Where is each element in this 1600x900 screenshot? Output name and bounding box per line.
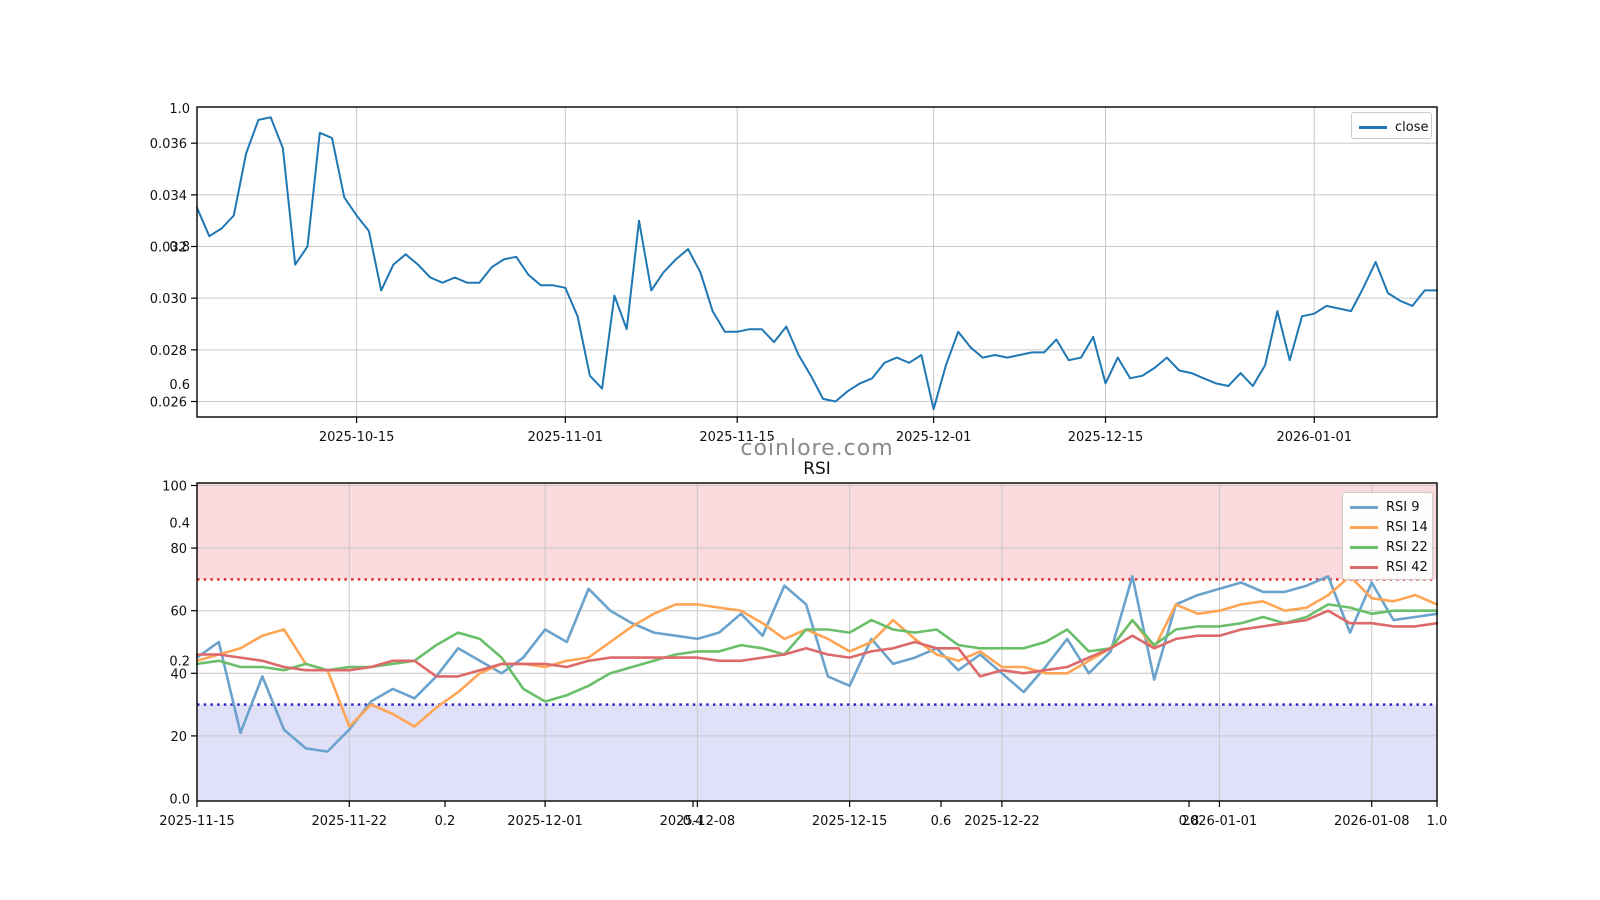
- rsi-legend: RSI 9 RSI 14 RSI 22 RSI 42: [1342, 492, 1433, 580]
- fraction-y-label: 0.4: [169, 516, 190, 531]
- watermark: coinlore.com: [740, 436, 894, 461]
- x-tick-label: 2026-01-01: [1276, 430, 1352, 445]
- x-tick-label: 2025-11-15: [159, 814, 235, 829]
- legend-swatch: [1350, 545, 1378, 549]
- legend-label: RSI 9: [1386, 499, 1420, 515]
- y-tick-label: 0.030: [150, 292, 187, 307]
- legend-swatch: [1350, 525, 1378, 529]
- x-tick-label: 2025-11-01: [528, 430, 604, 445]
- legend-item-rsi-22: RSI 22: [1350, 537, 1428, 557]
- fraction-x-label: 0.8: [1179, 814, 1200, 829]
- x-tick-label: 2025-12-01: [896, 430, 972, 445]
- rsi-axes-frame: [196, 482, 1438, 802]
- x-tick-label: 2025-10-15: [319, 430, 395, 445]
- x-tick-label: 2025-12-22: [964, 814, 1040, 829]
- y-tick-label: 0.032: [150, 241, 187, 256]
- y-tick-label: 20: [170, 730, 187, 745]
- series-line-close: [196, 116, 1438, 411]
- y-tick-label: 0.026: [150, 396, 187, 411]
- x-tick-label: 2025-12-08: [660, 814, 736, 829]
- fraction-y-label: 0.8: [169, 240, 190, 255]
- x-tick-label: 2025-11-15: [699, 430, 775, 445]
- fraction-x-label: 0.4: [683, 814, 704, 829]
- legend-label: close: [1395, 119, 1429, 135]
- series-line-rsi-22: [195, 603, 1439, 703]
- series-line-rsi-42: [195, 609, 1439, 678]
- y-tick-label: 100: [162, 480, 187, 495]
- legend-label: RSI 22: [1386, 539, 1428, 555]
- x-tick-label: 2025-11-22: [311, 814, 387, 829]
- y-tick-label: 80: [170, 542, 187, 557]
- fraction-y-label: 0.6: [169, 378, 190, 393]
- fraction-x-label: 1.0: [1427, 814, 1448, 829]
- legend-item-rsi-42: RSI 42: [1350, 557, 1428, 577]
- fraction-y-label: 0.2: [169, 654, 190, 669]
- y-tick-label: 60: [170, 605, 187, 620]
- x-tick-label: 2026-01-08: [1334, 814, 1410, 829]
- legend-item-rsi-14: RSI 14: [1350, 517, 1428, 537]
- price-legend: close: [1351, 112, 1432, 139]
- fraction-x-label: 0.6: [931, 814, 952, 829]
- y-tick-label: 40: [170, 667, 187, 682]
- legend-swatch: [1359, 125, 1387, 129]
- price-axes-frame: [196, 106, 1438, 418]
- legend-swatch: [1350, 565, 1378, 569]
- fraction-y-label: 0.0: [169, 793, 190, 808]
- x-tick-label: 2026-01-01: [1182, 814, 1258, 829]
- legend-swatch: [1350, 505, 1378, 509]
- x-tick-label: 2025-12-01: [507, 814, 583, 829]
- legend-item-close: close: [1359, 117, 1428, 137]
- rsi-title: RSI: [803, 459, 831, 479]
- legend-label: RSI 42: [1386, 559, 1428, 575]
- y-tick-label: 0.028: [150, 344, 187, 359]
- x-tick-label: 2025-12-15: [812, 814, 888, 829]
- y-tick-label: 0.036: [150, 137, 187, 152]
- legend-item-rsi-9: RSI 9: [1350, 497, 1424, 517]
- y-tick-label: 0.034: [150, 189, 187, 204]
- fraction-x-label: 0.2: [435, 814, 456, 829]
- series-line-rsi-14: [195, 574, 1439, 728]
- fraction-y-label: 1.0: [169, 102, 190, 117]
- x-tick-label: 2025-12-15: [1068, 430, 1144, 445]
- legend-label: RSI 14: [1386, 519, 1428, 535]
- overbought-band: [197, 483, 1437, 580]
- oversold-band: [197, 704, 1437, 801]
- series-line-rsi-9: [195, 574, 1439, 753]
